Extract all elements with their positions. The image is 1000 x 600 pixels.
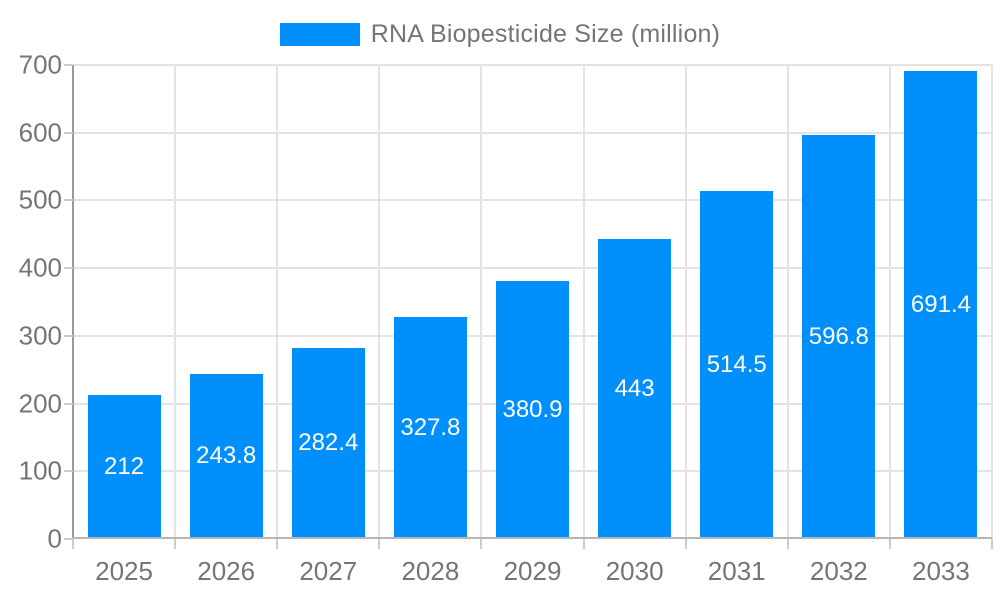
- bar[interactable]: 243.8: [189, 373, 263, 539]
- bar-value-label: 380.9: [502, 396, 563, 424]
- bar-value-label: 243.8: [196, 442, 257, 470]
- x-axis-tick: [991, 539, 993, 549]
- bar[interactable]: 691.4: [904, 70, 978, 539]
- x-axis-tick: [378, 539, 381, 549]
- legend-label: RNA Biopesticide Size (million): [370, 20, 721, 48]
- h-gridline: [73, 267, 992, 270]
- bar-value-label: 596.8: [808, 322, 869, 350]
- x-axis-ticks: [72, 539, 993, 549]
- y-axis-labels: 0 100 200 300 400 500 600 700: [0, 50, 62, 554]
- y-axis-tick-label: 100: [18, 455, 62, 486]
- plot-area: 212 243.8 282.4 327.8 380.9 443 514.5 596.8 691.…: [73, 64, 993, 539]
- bar-value-label: 327.8: [400, 414, 461, 442]
- x-axis-tick-label: 2031: [707, 556, 766, 586]
- bar[interactable]: 514.5: [700, 190, 774, 539]
- x-axis-tick: [276, 539, 279, 549]
- bar[interactable]: 443: [598, 239, 672, 539]
- bar[interactable]: 282.4: [291, 347, 365, 539]
- bar-value-label: 514.5: [706, 350, 767, 378]
- x-axis-tick: [480, 539, 483, 549]
- x-axis-tick-label: 2025: [95, 556, 153, 586]
- x-axis-labels: 2025 2026 2027 2028 2029 2030 2031 2032 2033: [73, 556, 992, 590]
- y-axis-tick: [64, 267, 73, 270]
- y-axis-tick: [64, 199, 73, 202]
- bar-value-label: 282.4: [298, 429, 359, 457]
- bar-value-label: 443: [614, 375, 655, 403]
- x-axis-tick: [174, 539, 177, 549]
- h-gridline: [73, 199, 992, 202]
- x-axis-tick-label: 2030: [605, 556, 664, 586]
- v-gridline: [582, 65, 585, 539]
- y-axis-ticks: [64, 64, 73, 540]
- bar[interactable]: 596.8: [802, 134, 876, 539]
- y-axis-tick-label: 400: [18, 252, 62, 283]
- y-axis-line: [72, 65, 74, 539]
- y-axis-tick-label: 700: [18, 49, 62, 80]
- x-axis-tick-label: 2027: [299, 556, 358, 586]
- y-axis-tick: [64, 538, 73, 540]
- x-axis-tick: [582, 539, 585, 549]
- y-axis-tick: [64, 64, 73, 66]
- x-axis-tick: [684, 539, 687, 549]
- y-axis-tick-label: 300: [18, 320, 62, 351]
- bar[interactable]: 380.9: [496, 281, 569, 539]
- h-gridline: [73, 131, 992, 134]
- x-axis-tick: [888, 539, 891, 549]
- y-axis-tick: [64, 470, 73, 473]
- x-axis-tick: [786, 539, 789, 549]
- h-gridline: [73, 64, 992, 66]
- bar[interactable]: 212: [87, 395, 161, 539]
- legend-swatch-icon: [279, 23, 360, 46]
- v-gridline: [786, 65, 789, 539]
- y-axis-tick-label: 500: [18, 184, 62, 215]
- x-axis-tick: [72, 539, 74, 549]
- v-gridline: [684, 65, 687, 539]
- x-axis-tick-label: 2026: [197, 556, 256, 586]
- bar[interactable]: 327.8: [393, 317, 467, 539]
- v-gridline: [378, 65, 381, 539]
- v-gridline: [276, 65, 279, 539]
- x-axis-tick-label: 2032: [809, 556, 868, 586]
- x-axis-tick-label: 2029: [503, 556, 562, 586]
- y-axis-tick-label: 0: [47, 523, 62, 554]
- y-axis-tick: [64, 131, 73, 134]
- y-axis-tick: [64, 334, 73, 337]
- y-axis-tick-label: 200: [18, 388, 62, 419]
- bar-value-label: 691.4: [910, 290, 971, 318]
- v-gridline: [480, 65, 483, 539]
- legend[interactable]: RNA Biopesticide Size (million): [0, 20, 1000, 49]
- bar-series: 212 243.8 282.4 327.8 380.9 443 514.5 596.8 691.…: [73, 65, 992, 539]
- y-axis-tick: [64, 402, 73, 405]
- v-gridline: [888, 65, 891, 539]
- bar-value-label: 212: [104, 453, 145, 481]
- x-axis-tick-label: 2028: [401, 556, 460, 586]
- v-gridline: [174, 65, 177, 539]
- x-axis-line: [72, 537, 992, 539]
- v-gridline: [991, 65, 993, 539]
- y-axis-tick-label: 600: [18, 117, 62, 148]
- x-axis-tick-label: 2033: [912, 556, 970, 586]
